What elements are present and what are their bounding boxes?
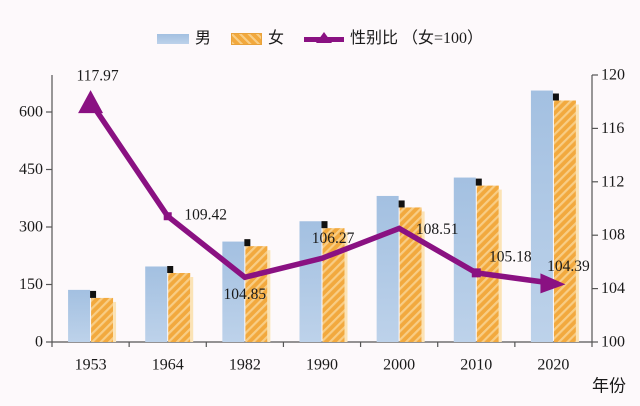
bar-corner-marker-1964 [167,266,174,273]
line-marker-triangle-right [540,273,566,294]
year-label-2010: 2010 [460,357,492,374]
bar-male-1964 [145,266,168,342]
bar-female-highlight-2010 [498,189,502,342]
bar-male-2010 [453,177,476,342]
legend-item-female: 女 [230,30,284,47]
bar-female-2020 [553,100,576,342]
bar-male-1990 [299,221,322,342]
year-label-1964: 1964 [152,357,184,374]
bar-female-1964 [168,273,191,342]
bar-female-highlight-1990 [344,232,348,342]
ratio-data-label-1964: 109.42 [184,207,227,224]
bar-female-highlight-1964 [190,277,194,342]
ratio-data-label-1990: 106.27 [312,230,355,247]
right-tick-label-104: 104 [601,280,625,297]
legend-item-ratio: 性别比 （女=100） [304,31,483,47]
left-tick-label-150: 150 [19,276,43,293]
triangle-marker-icon [316,31,332,43]
bar-male-2020 [530,90,553,343]
bar-female-1982 [245,246,268,342]
year-label-1982: 1982 [229,357,261,374]
bar-corner-marker-2010 [475,178,482,186]
right-tick-label-120: 120 [601,67,625,84]
ratio-data-label-2000: 108.51 [416,221,459,238]
bar-female-2010 [476,185,499,342]
right-tick-label-116: 116 [601,120,624,137]
bar-male-1953 [68,289,91,342]
line-marker-square [163,212,172,221]
male-bar-swatch-icon [156,34,189,44]
year-label-1953: 1953 [75,357,107,374]
year-label-2000: 2000 [383,357,415,374]
bar-female-1953 [91,297,114,342]
right-tick-label-100: 100 [601,334,625,351]
year-label-1990: 1990 [306,357,338,374]
legend-label-ratio: 性别比 （女=100） [350,30,484,47]
line-marker-square [471,268,481,278]
bar-female-highlight-1953 [113,301,117,342]
bar-corner-marker-2020 [552,93,559,101]
left-tick-label-600: 600 [19,104,43,121]
year-label-2020: 2020 [537,357,569,374]
right-tick-label-108: 108 [601,227,625,244]
bar-male-2000 [376,195,399,342]
chart-legend: 男 女 性别比 （女=100） [0,31,640,47]
bar-corner-marker-1982 [244,239,251,247]
bar-female-highlight-2000 [421,211,425,342]
legend-item-male: 男 [156,30,211,47]
right-tick-label-112: 112 [601,173,624,190]
bar-female-highlight-2020 [575,104,579,342]
ratio-data-label-1953: 117.97 [77,68,119,85]
ratio-data-label-2020: 104.39 [547,258,590,275]
legend-label-female: 女 [267,30,284,47]
left-tick-label-450: 450 [19,161,43,178]
bar-female-highlight-1982 [267,250,271,342]
bar-corner-marker-1953 [90,290,97,298]
line-marker-triangle-up [78,90,104,114]
legend-label-male: 男 [194,30,211,47]
left-tick-label-300: 300 [19,219,43,236]
chart-plot-area: 0 150 300 450 600 100 104 108 112 116 120 1953 1964 1… [19,67,625,374]
bar-corner-marker-2000 [398,200,405,208]
ratio-line-swatch-icon [304,31,344,43]
x-axis-title: 年份 [592,377,626,396]
bar-corner-marker-1990 [321,221,328,229]
ratio-data-label-1982: 104.85 [224,286,267,303]
ratio-data-label-2010: 105.18 [489,248,532,265]
female-bar-swatch-icon [230,33,262,45]
left-tick-label-0: 0 [35,334,43,351]
